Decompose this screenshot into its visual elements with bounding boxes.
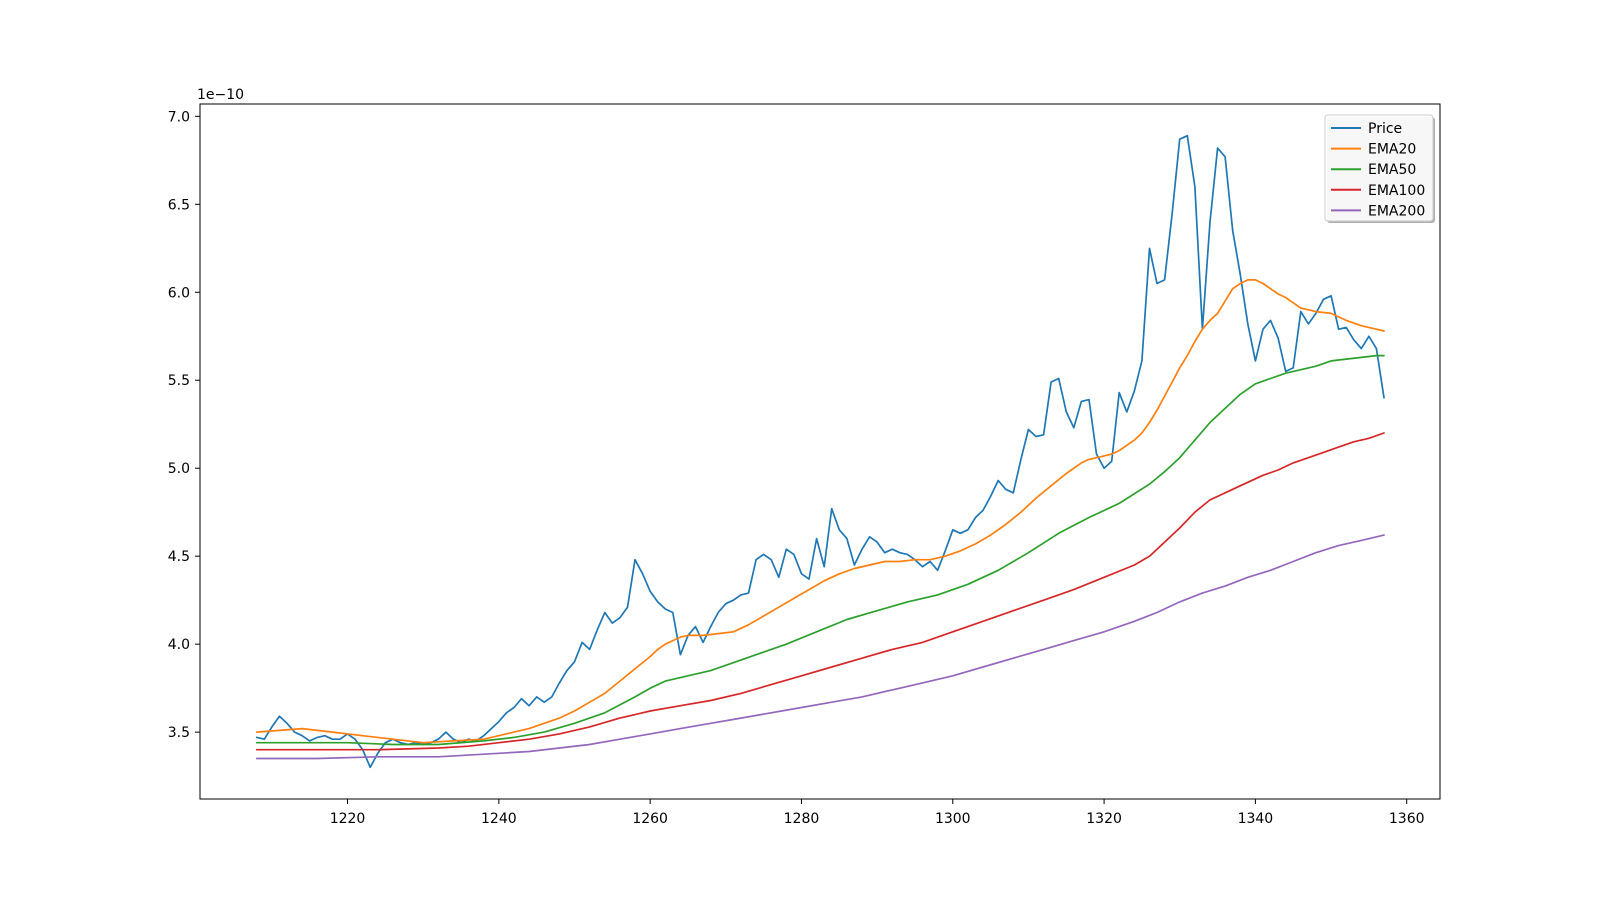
x-tick-label: 1220 — [330, 811, 366, 827]
legend-label-ema50: EMA50 — [1368, 162, 1416, 178]
x-tick-label: 1260 — [632, 811, 668, 827]
y-tick-label: 3.5 — [168, 725, 190, 741]
x-tick-label: 1280 — [784, 811, 820, 827]
y-axis-offset-label: 1e−10 — [197, 87, 244, 103]
y-tick-label: 7.0 — [168, 109, 190, 125]
x-tick-label: 1340 — [1238, 811, 1274, 827]
ema50-line — [255, 354, 1385, 746]
y-tick-label: 6.5 — [168, 197, 190, 213]
x-tick-label: 1360 — [1389, 811, 1425, 827]
legend-box — [1324, 114, 1434, 222]
ema100-line — [255, 432, 1385, 751]
y-tick-label: 6.0 — [168, 285, 190, 301]
x-tick-label: 1300 — [935, 811, 971, 827]
y-tick-label: 5.0 — [168, 461, 190, 477]
legend: Price EMA20 EMA50 EMA100 EMA200 — [1324, 114, 1435, 223]
x-tick-label: 1320 — [1086, 811, 1122, 827]
ema200-line — [255, 534, 1385, 760]
y-tick-label: 5.5 — [168, 373, 190, 389]
legend-label-price: Price — [1368, 121, 1402, 137]
price-line — [255, 134, 1385, 769]
ema20-line — [255, 279, 1385, 744]
plot-area-border — [199, 103, 1441, 800]
legend-label-ema20: EMA20 — [1368, 142, 1416, 158]
y-tick-label: 4.5 — [168, 549, 190, 565]
axes-layer: 1220 1240 1260 1280 1300 1320 1340 1360 3.5 4.0 4.… — [168, 103, 1441, 827]
legend-label-ema100: EMA100 — [1368, 183, 1425, 199]
legend-label-ema200: EMA200 — [1368, 203, 1425, 219]
y-tick-label: 4.0 — [168, 637, 190, 653]
series-layer — [255, 134, 1385, 769]
x-tick-label: 1240 — [481, 811, 517, 827]
